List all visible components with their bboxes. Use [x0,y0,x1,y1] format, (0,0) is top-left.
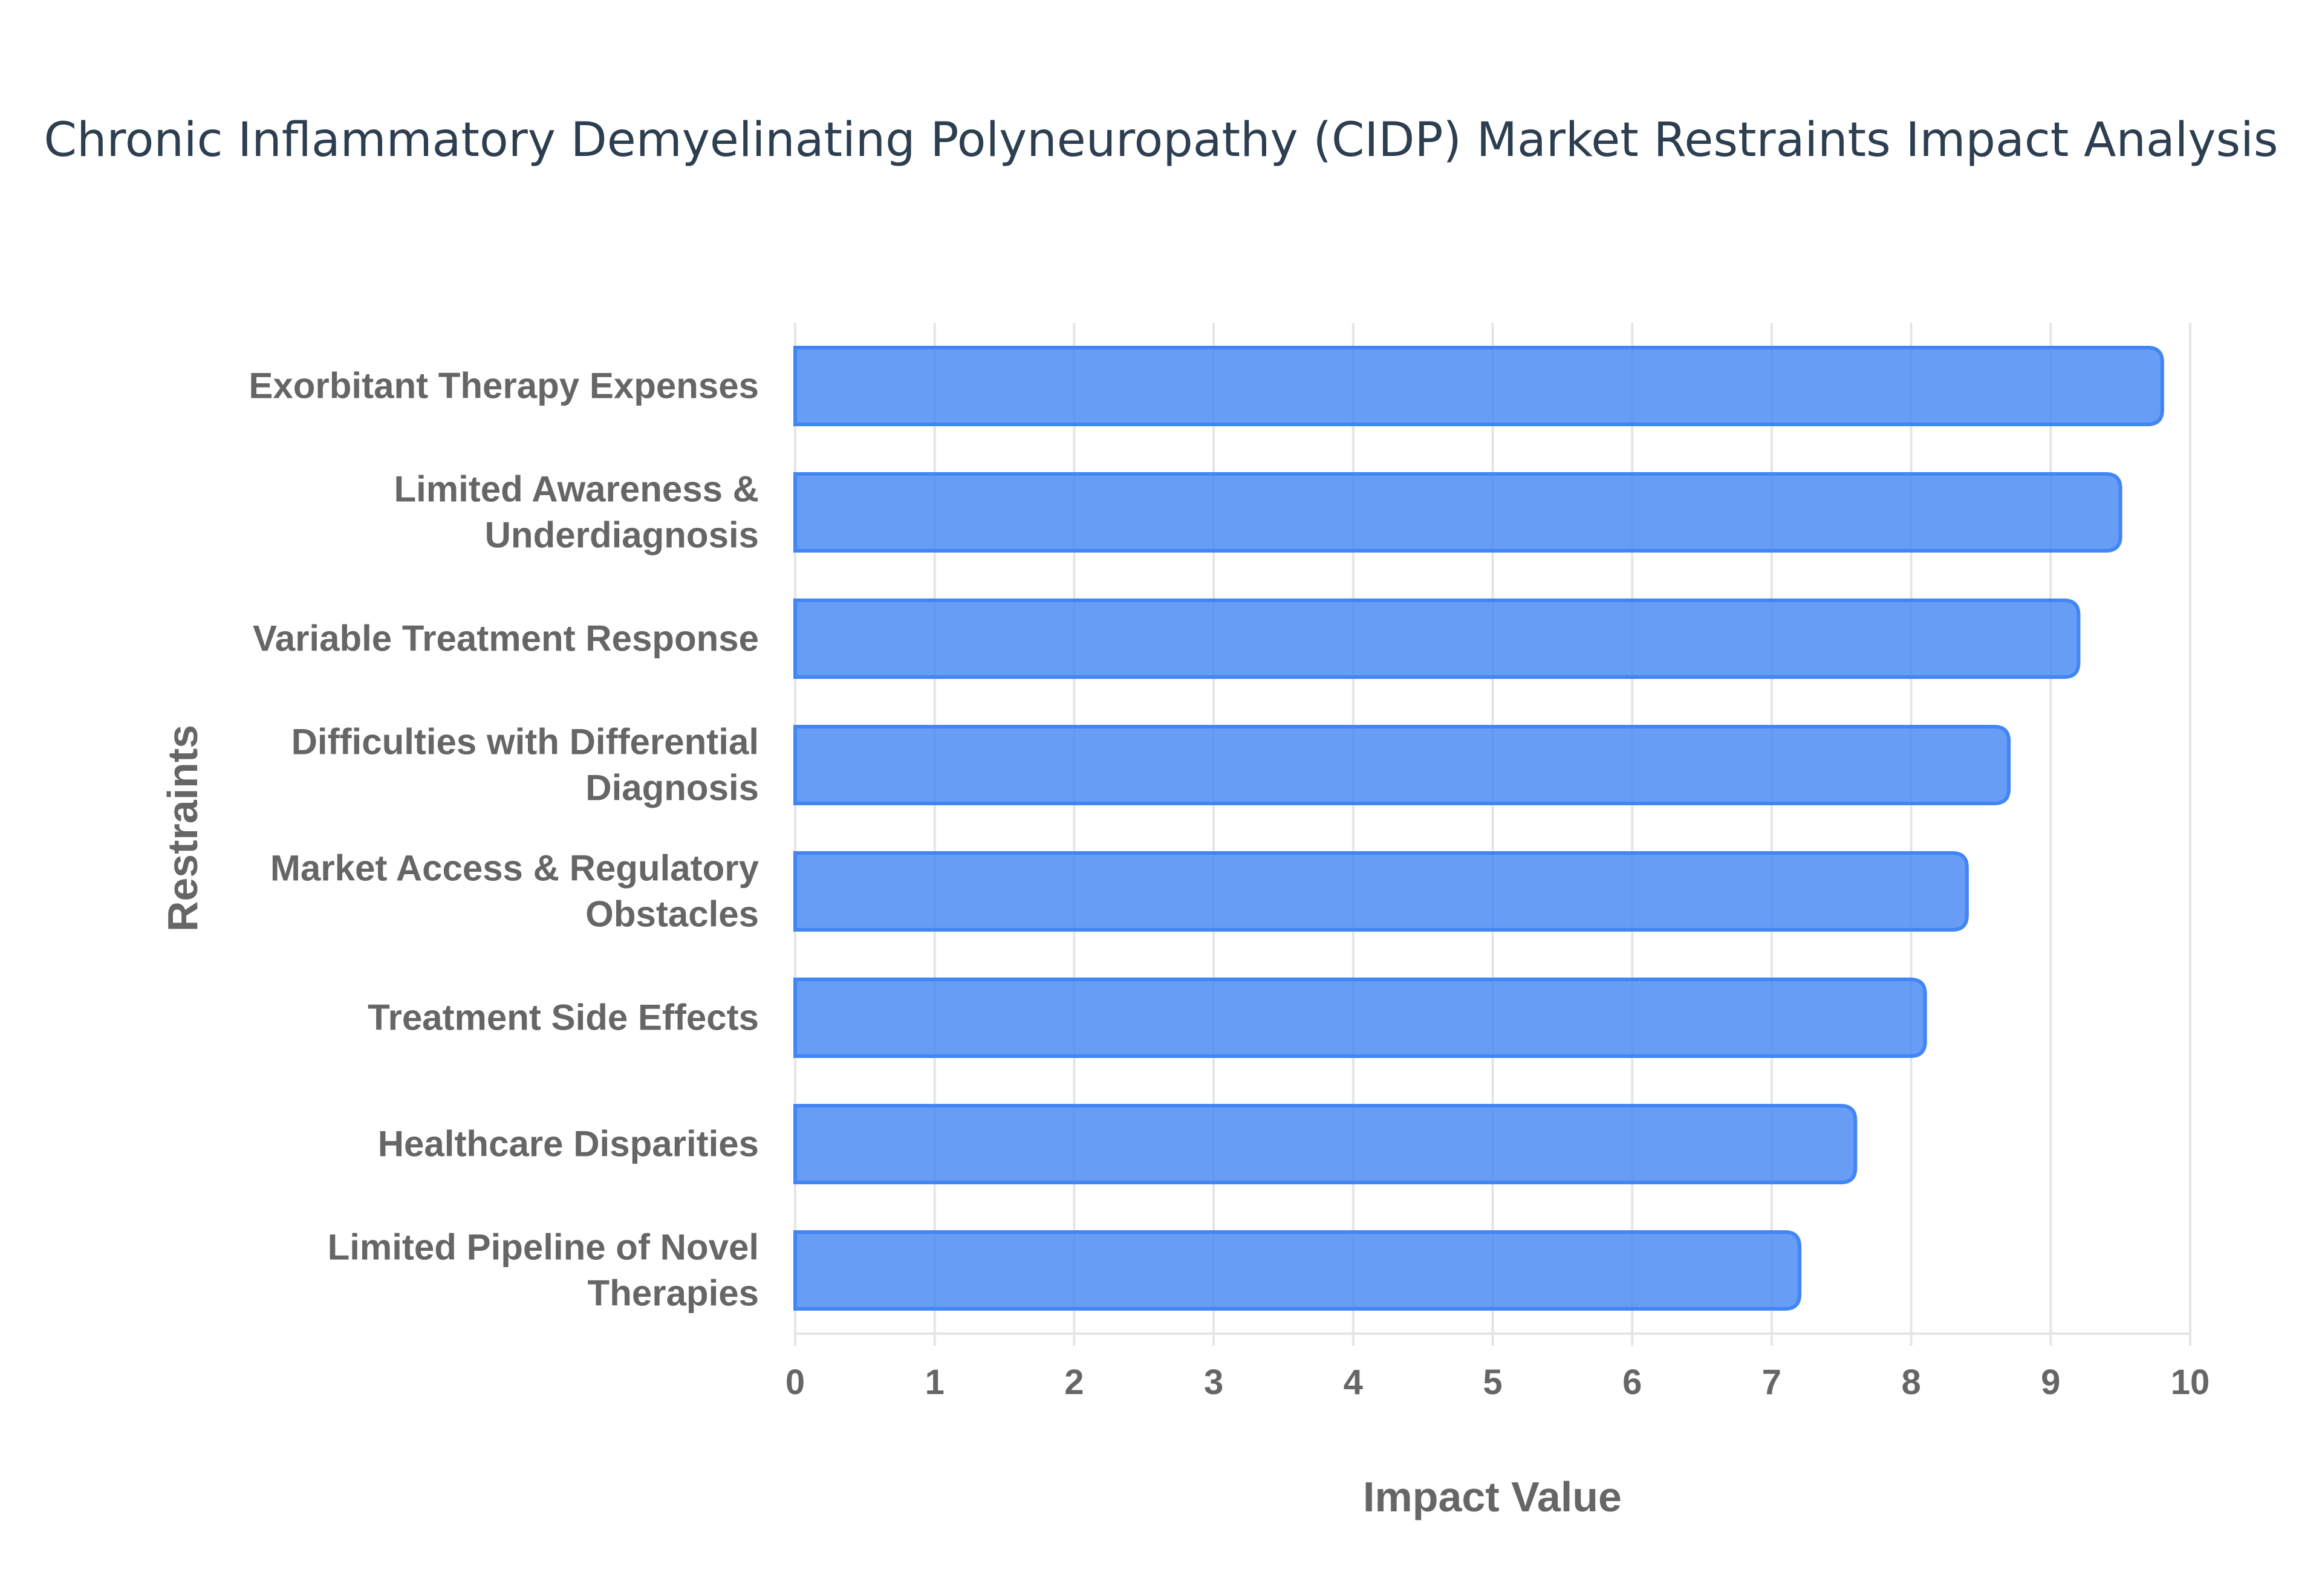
bar [793,978,1927,1058]
x-tick-label: 0 [785,1363,805,1402]
bar [793,1230,1802,1311]
category-label: Healthcare Disparities [378,1124,759,1164]
bar [793,598,2081,679]
x-tick-label: 10 [2171,1363,2210,1402]
x-tick-label: 4 [1344,1363,1363,1402]
x-tick-label: 6 [1622,1363,1642,1402]
chart-title: Chronic Inflammatory Demyelinating Polyn… [44,113,2278,167]
category-label: Market Access & Regulatory Obstacles [270,848,759,935]
x-tick-label: 8 [1901,1363,1920,1402]
bar [793,472,2122,553]
x-tick-label: 3 [1204,1363,1223,1402]
x-tick-label: 2 [1064,1363,1084,1402]
x-tick-label: 5 [1483,1363,1502,1402]
x-tick-label: 9 [2041,1363,2060,1402]
bars [793,346,2164,1311]
category-labels: Exorbitant Therapy Expenses Limited Aware… [249,366,759,1314]
category-label: Limited Awareness & Underdiagnosis [394,469,759,556]
y-axis-title: Restraints [159,725,206,932]
bar [793,346,2164,426]
category-label: Exorbitant Therapy Expenses [249,366,759,406]
x-tick-label: 1 [925,1363,945,1402]
category-label: Difficulties with Differential Diagnosis [291,722,759,808]
bar [793,725,2011,805]
bar [793,1104,1858,1184]
category-label: Variable Treatment Response [253,618,759,659]
category-label: Treatment Side Effects [368,997,759,1038]
x-tick-label: 7 [1762,1363,1781,1402]
bar [793,851,1969,932]
category-label: Limited Pipeline of Novel Therapies [328,1227,759,1314]
x-tick-labels: 0 1 2 3 4 5 6 7 8 9 10 [785,1363,2210,1402]
x-axis-title: Impact Value [1363,1473,1622,1520]
